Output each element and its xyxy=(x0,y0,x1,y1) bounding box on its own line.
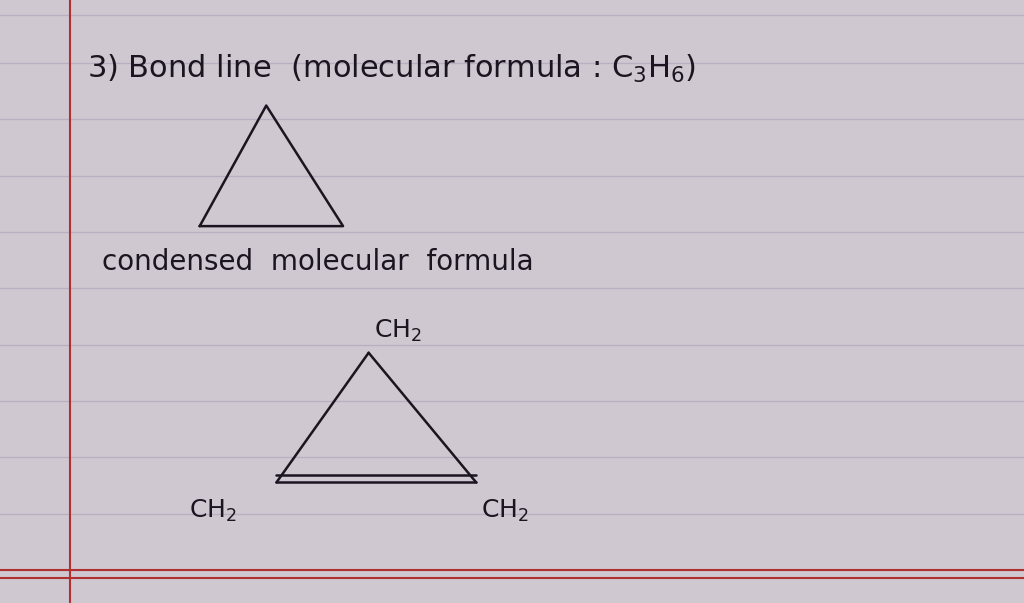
Text: $\mathregular{CH_2}$: $\mathregular{CH_2}$ xyxy=(374,318,422,344)
Text: $\mathregular{CH_2}$: $\mathregular{CH_2}$ xyxy=(189,497,238,523)
Text: $\mathregular{CH_2}$: $\mathregular{CH_2}$ xyxy=(481,497,529,523)
Text: 3) Bond line  (molecular formula : $\mathregular{C_3H_6}$): 3) Bond line (molecular formula : $\math… xyxy=(87,53,696,86)
Text: condensed  molecular  formula: condensed molecular formula xyxy=(102,248,535,276)
